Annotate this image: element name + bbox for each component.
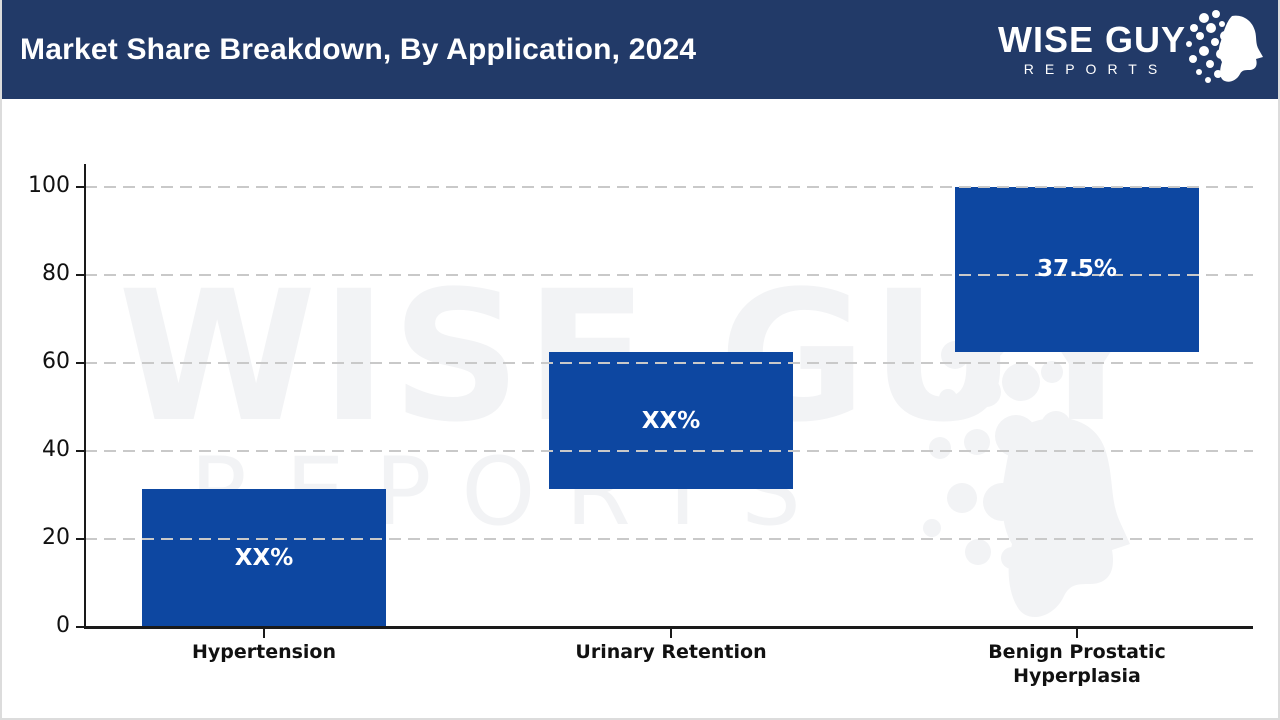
wise-guy-logo: WISE GUY REPORTS — [998, 4, 1280, 96]
y-tick-mark — [76, 361, 85, 364]
x-category-label: Hypertension — [191, 641, 337, 663]
bar-value-label: 37.5% — [1037, 256, 1117, 283]
bar-3 — [955, 186, 1199, 352]
x-tick-mark — [263, 629, 265, 638]
gridline-100 — [85, 185, 1253, 188]
bar-value-label: XX% — [234, 545, 294, 572]
bar-value-label: XX% — [641, 407, 701, 434]
logo-wordmark: WISE GUY — [997, 19, 1186, 60]
y-axis-line — [84, 164, 86, 629]
gridline-20 — [85, 537, 1253, 540]
gridline-60 — [85, 361, 1253, 364]
x-tick-mark — [1076, 629, 1078, 638]
y-tick-mark — [76, 185, 85, 188]
header-bar: Market Share Breakdown, By Application, … — [0, 0, 1280, 99]
y-tick-label: 80 — [42, 260, 70, 286]
gridline-80 — [85, 273, 1253, 276]
x-category-label: Benign Prostatic Hyperplasia — [988, 641, 1166, 687]
bar-2 — [549, 351, 793, 490]
x-axis-line — [84, 626, 1253, 629]
y-tick-label: 100 — [28, 172, 70, 198]
y-tick-mark — [76, 626, 85, 628]
logo-subtext: REPORTS — [1023, 61, 1169, 77]
y-tick-mark — [76, 449, 85, 452]
y-tick-label: 40 — [42, 436, 70, 462]
y-tick-mark — [76, 273, 85, 276]
x-category-label: Urinary Retention — [575, 641, 767, 663]
page-title: Market Share Breakdown, By Application, … — [20, 32, 697, 66]
wise-guy-head-icon — [1180, 4, 1266, 96]
x-tick-mark — [670, 629, 672, 638]
logo-text: WISE GUY REPORTS — [997, 19, 1186, 78]
y-tick-mark — [76, 537, 85, 540]
y-tick-label: 0 — [56, 613, 70, 638]
y-tick-label: 60 — [42, 348, 70, 374]
bar-1 — [142, 489, 386, 627]
gridline-40 — [85, 449, 1253, 452]
y-tick-label: 20 — [42, 524, 70, 550]
